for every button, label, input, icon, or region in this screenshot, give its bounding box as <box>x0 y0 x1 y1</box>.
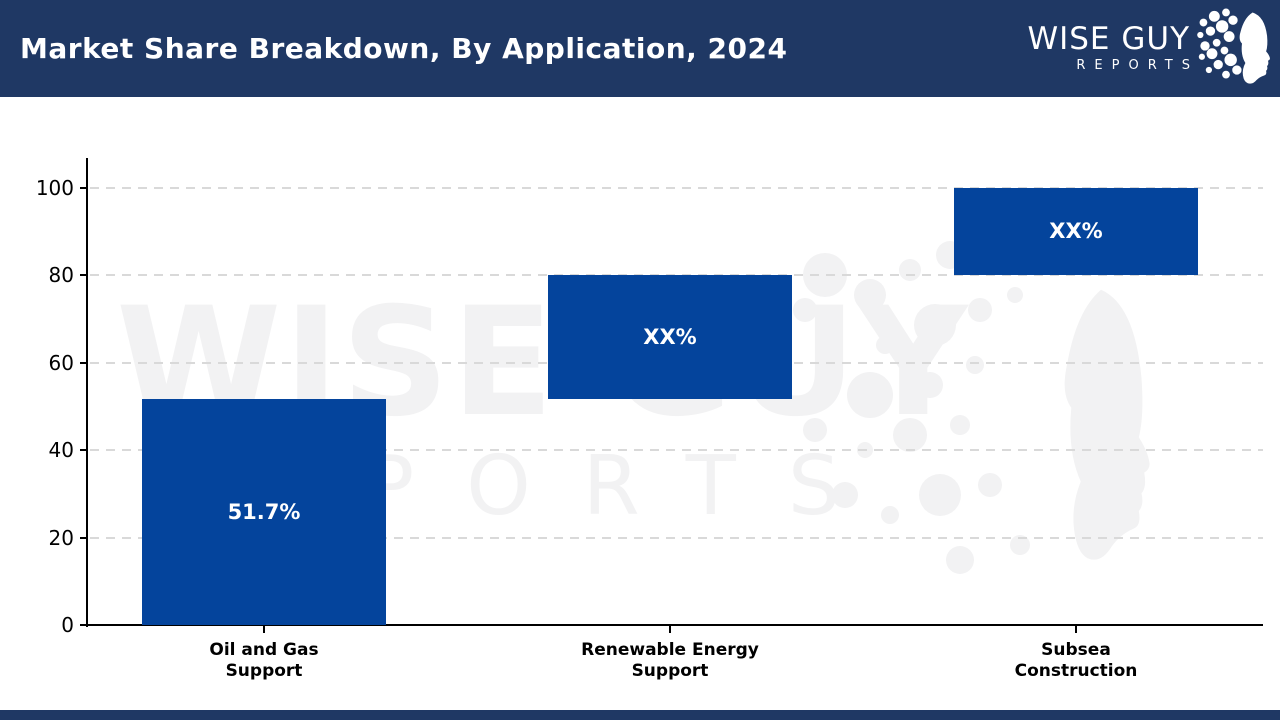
y-tick-mark <box>80 274 88 276</box>
gridline <box>90 186 1263 189</box>
x-tick-label-line: Oil and Gas <box>209 640 319 660</box>
x-tick-label-line: Renewable Energy <box>581 640 759 660</box>
footer-bar <box>0 710 1280 720</box>
gridline <box>90 536 1263 539</box>
x-tick-label-line: Support <box>631 661 709 681</box>
y-tick-mark <box>80 624 88 626</box>
y-tick-mark <box>80 536 88 539</box>
y-tick-label: 80 <box>48 263 74 287</box>
x-tick-label-line: Subsea <box>1041 640 1111 660</box>
x-tick-label: Renewable Energy Support <box>510 640 830 682</box>
logo-wordmark: WISE GUY <box>1027 21 1190 57</box>
gridline <box>90 449 1263 451</box>
logo-text: WISE GUY REPORTS <box>1027 21 1190 74</box>
watermark-face-icon <box>793 240 1150 574</box>
y-tick-mark <box>80 449 88 451</box>
bar: 51.7% <box>142 398 386 625</box>
bar: XX% <box>548 275 792 399</box>
bar-value-label: XX% <box>1049 219 1103 244</box>
x-tick-label-line: Construction <box>1014 661 1138 681</box>
x-tick-label: Oil and Gas Support <box>104 640 424 682</box>
x-tick-mark <box>669 626 671 633</box>
logo-subtext: REPORTS <box>1076 58 1199 73</box>
x-tick-label: Subsea Construction <box>916 640 1236 682</box>
y-tick-label: 0 <box>61 613 74 637</box>
y-tick-mark <box>80 361 88 364</box>
x-tick-mark <box>1075 626 1077 633</box>
logo-face-icon <box>1197 8 1270 84</box>
header-bar: Market Share Breakdown, By Application, … <box>0 0 1280 97</box>
x-axis-line <box>86 624 1263 626</box>
bar-value-label: 51.7% <box>227 499 301 524</box>
logo: WISE GUY REPORTS <box>1027 7 1272 91</box>
x-tick-label-line: Support <box>225 661 303 681</box>
y-tick-mark <box>80 186 88 189</box>
bar-value-label: XX% <box>643 324 697 349</box>
bar: XX% <box>954 187 1198 275</box>
x-tick-mark <box>263 626 265 633</box>
chart-title: Market Share Breakdown, By Application, … <box>20 32 788 65</box>
y-axis-line <box>86 158 88 627</box>
y-tick-label: 100 <box>35 175 74 200</box>
y-tick-label: 60 <box>48 350 74 375</box>
y-tick-label: 40 <box>48 438 74 462</box>
y-tick-label: 20 <box>48 525 74 550</box>
